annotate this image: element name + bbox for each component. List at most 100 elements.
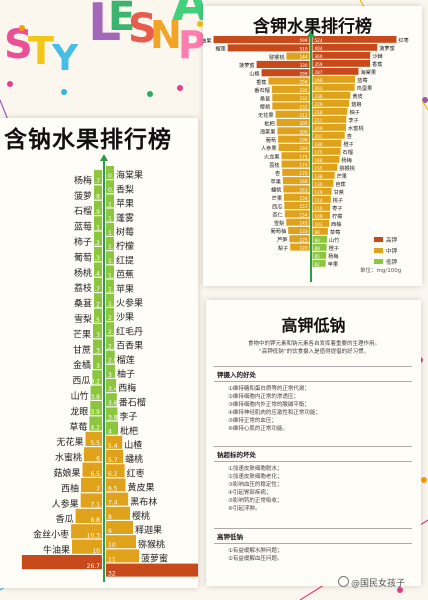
section-line: ④维持神经肌肉的应激性和正常功能； bbox=[228, 410, 321, 416]
right-bar bbox=[312, 36, 397, 43]
left-bar bbox=[71, 524, 102, 539]
left-fruit-label: 苹果 bbox=[271, 177, 281, 185]
right-fruit-label: 苹果 bbox=[116, 283, 134, 295]
left-fruit-label: 榴莲 bbox=[215, 45, 225, 53]
left-fruit-label: 海棠果 bbox=[260, 128, 276, 136]
right-bar bbox=[106, 393, 117, 407]
right-value-label: 209 bbox=[315, 126, 323, 131]
left-value-label: 510 bbox=[300, 46, 308, 51]
left-bar bbox=[94, 262, 102, 277]
right-value-label: 10 bbox=[108, 542, 116, 549]
legend-label-mid: 中钾 bbox=[386, 248, 398, 255]
decor-letter: N bbox=[150, 13, 182, 57]
left-value-label: 3.9 bbox=[90, 409, 100, 416]
right-value-label: 155 bbox=[315, 166, 323, 171]
left-value-label: 232 bbox=[300, 105, 308, 110]
right-bar bbox=[312, 116, 347, 123]
left-value-label: 6 bbox=[96, 455, 100, 462]
left-value-label: 200 bbox=[300, 129, 308, 134]
left-bar bbox=[90, 401, 102, 416]
right-fruit-label: 苹果 bbox=[116, 198, 134, 210]
right-bar bbox=[106, 180, 114, 194]
potassium-chart-title: 含钾水果排行榜 bbox=[253, 17, 372, 37]
right-bar bbox=[106, 279, 114, 293]
section-line: ⑥引起浮肿。 bbox=[228, 506, 261, 512]
confetti-dot bbox=[61, 89, 67, 95]
right-fruit-label: 菠萝蜜 bbox=[379, 44, 395, 52]
right-fruit-label: 番石榴 bbox=[119, 396, 146, 408]
right-fruit-label: 沙棘 bbox=[372, 53, 383, 60]
right-bar bbox=[312, 164, 338, 171]
right-value-label: 1.2 bbox=[108, 258, 118, 265]
right-bar bbox=[106, 506, 130, 520]
right-value-label: 1.8 bbox=[108, 301, 118, 308]
sodium-chart-title: 含钠水果排行榜 bbox=[4, 127, 172, 153]
right-bar bbox=[312, 44, 378, 51]
right-bar bbox=[312, 212, 330, 219]
left-fruit-label: 香蕉 bbox=[256, 78, 266, 86]
section-heading: 钠超标的坏处 bbox=[214, 446, 412, 462]
center-axis-arrow bbox=[100, 154, 108, 161]
left-fruit-label: 菠萝蜜 bbox=[239, 61, 255, 69]
left-fruit-label: 芒果 bbox=[272, 194, 282, 202]
left-fruit-label: 猕猴桃 bbox=[269, 53, 285, 61]
right-fruit-label: 樱桃 bbox=[132, 510, 150, 522]
right-fruit-label: 红枣 bbox=[127, 467, 145, 479]
left-value-label: 154 bbox=[300, 212, 308, 217]
left-bar bbox=[84, 447, 102, 462]
decor-letter: E bbox=[108, 0, 135, 40]
left-fruit-label: 杨桃 bbox=[74, 267, 92, 279]
right-fruit-label: 柠檬 bbox=[116, 240, 134, 252]
left-value-label: 3.8 bbox=[90, 394, 100, 401]
right-bar bbox=[312, 156, 340, 163]
left-fruit-label: 蓝莓 bbox=[74, 221, 92, 233]
right-bar bbox=[106, 336, 115, 350]
platform-logo-icon bbox=[338, 576, 349, 587]
right-fruit-label: 枇杷 bbox=[120, 425, 138, 437]
right-value-label: 1.3 bbox=[108, 272, 118, 279]
left-value-label: 205 bbox=[300, 121, 308, 126]
left-bar bbox=[92, 370, 102, 385]
legend-label-low: 低钾 bbox=[386, 259, 398, 266]
left-value-label: 10.3 bbox=[87, 532, 101, 539]
left-value-label: 125 bbox=[300, 237, 308, 242]
right-fruit-label: 蟠桃 bbox=[125, 453, 143, 465]
right-bar bbox=[106, 265, 114, 279]
right-bar bbox=[106, 208, 114, 222]
right-bar bbox=[106, 364, 115, 378]
right-value-label: 90 bbox=[315, 238, 321, 243]
right-value-label: 1.1 bbox=[108, 244, 118, 251]
left-bar bbox=[94, 277, 102, 292]
right-bar bbox=[312, 84, 355, 91]
right-value-label: 110 bbox=[315, 206, 323, 211]
section-high-k-low-na: 高钾低钠 ①有益缓解水肿问题； ②有益缓解血压问题。 bbox=[214, 528, 412, 563]
decor-letter: S bbox=[4, 22, 33, 68]
right-value-label: 0.6 bbox=[108, 187, 118, 194]
right-value-label: 4 bbox=[108, 429, 112, 436]
left-bar bbox=[72, 539, 102, 554]
left-value-label: 3 bbox=[96, 332, 100, 339]
confetti-dot bbox=[422, 97, 428, 103]
intro-line: “高钾低钠”的饮食摄入是值得提倡的好习惯。 bbox=[258, 349, 370, 355]
right-fruit-label: 沙果 bbox=[116, 312, 134, 323]
decor-letter: T bbox=[28, 29, 54, 73]
section-line: ④引起胃部疾病； bbox=[228, 490, 272, 496]
right-bar bbox=[312, 132, 345, 139]
right-bar bbox=[312, 76, 356, 83]
right-value-label: 1 bbox=[108, 230, 112, 237]
left-fruit-label: 葡萄柚 bbox=[271, 227, 287, 235]
right-fruit-label: 红提 bbox=[116, 254, 134, 266]
legend-item-high: 高钾 bbox=[374, 234, 397, 245]
article-card: 高钾低钠 食物中的钾元素和钠元素各自发挥着重要的生理作用。 “高钾低钠”的饮食摄… bbox=[206, 300, 421, 586]
right-fruit-label: 香蕉 bbox=[372, 60, 382, 68]
right-value-label: 266 bbox=[315, 78, 323, 83]
left-bar bbox=[284, 210, 310, 218]
right-bar bbox=[106, 464, 125, 478]
right-bar bbox=[312, 60, 371, 67]
left-bar bbox=[90, 385, 102, 400]
unit-note: 单位：mg/100g bbox=[360, 268, 402, 274]
section-line: ⑤影响钙的正常吸收； bbox=[228, 498, 283, 504]
left-value-label: 144 bbox=[300, 55, 308, 60]
right-value-label: 218 bbox=[315, 110, 323, 115]
right-fruit-label: 猕猴桃 bbox=[339, 164, 355, 172]
